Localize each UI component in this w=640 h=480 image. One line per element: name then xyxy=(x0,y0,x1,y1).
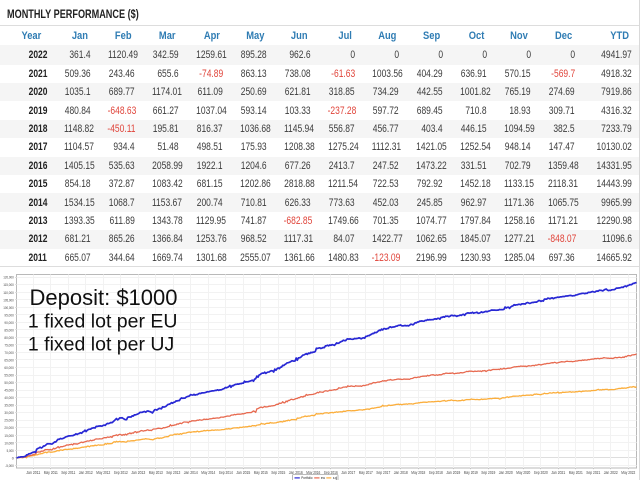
svg-text:115,000: 115,000 xyxy=(3,282,14,287)
svg-text:40,000: 40,000 xyxy=(4,395,14,400)
svg-text:May 2011: May 2011 xyxy=(44,470,59,475)
svg-text:80,000: 80,000 xyxy=(4,335,14,340)
svg-text:Sep 2014: Sep 2014 xyxy=(219,470,234,475)
svg-text:Sep 2021: Sep 2021 xyxy=(586,470,601,475)
svg-text:105,000: 105,000 xyxy=(3,297,14,302)
svg-text:Sep 2013: Sep 2013 xyxy=(166,470,181,475)
svg-text:15,000: 15,000 xyxy=(4,433,14,438)
svg-text:May 2015: May 2015 xyxy=(254,470,269,475)
svg-text:45,000: 45,000 xyxy=(4,388,14,393)
svg-text:110,000: 110,000 xyxy=(3,290,14,295)
svg-text:uj: uj xyxy=(333,476,337,480)
svg-text:Jan 2015: Jan 2015 xyxy=(236,470,251,475)
svg-text:Jan 2011: Jan 2011 xyxy=(26,470,41,475)
svg-text:May 2014: May 2014 xyxy=(201,470,216,475)
svg-text:20,000: 20,000 xyxy=(4,425,14,430)
svg-text:Jan 2018: Jan 2018 xyxy=(394,470,409,475)
svg-text:May 2016: May 2016 xyxy=(306,470,321,475)
svg-text:100,000: 100,000 xyxy=(3,305,14,310)
svg-text:Sep 2020: Sep 2020 xyxy=(534,470,549,475)
svg-text:120,000: 120,000 xyxy=(3,275,14,280)
svg-text:60,000: 60,000 xyxy=(4,365,14,370)
svg-text:1 fixed lot per EU: 1 fixed lot per EU xyxy=(28,311,178,333)
svg-text:1 fixed lot per UJ: 1 fixed lot per UJ xyxy=(28,334,174,356)
svg-text:85,000: 85,000 xyxy=(4,327,14,332)
svg-text:Jan 2012: Jan 2012 xyxy=(79,470,94,475)
svg-text:Deposit: $1000: Deposit: $1000 xyxy=(30,285,178,310)
svg-text:Jan 2020: Jan 2020 xyxy=(499,470,514,475)
svg-text:95,000: 95,000 xyxy=(4,312,14,317)
svg-text:Jan 2021: Jan 2021 xyxy=(551,470,566,475)
svg-text:30,000: 30,000 xyxy=(4,410,14,415)
svg-text:May 2022: May 2022 xyxy=(621,470,636,475)
svg-text:Portfolio: Portfolio xyxy=(301,476,312,480)
svg-text:May 2020: May 2020 xyxy=(516,470,531,475)
svg-text:5,000: 5,000 xyxy=(7,448,15,453)
svg-text:65,000: 65,000 xyxy=(4,358,14,363)
svg-text:Jan 2017: Jan 2017 xyxy=(341,470,356,475)
svg-text:May 2017: May 2017 xyxy=(359,470,374,475)
svg-text:eu: eu xyxy=(321,476,325,480)
svg-text:May 2021: May 2021 xyxy=(569,470,584,475)
svg-text:-5,000: -5,000 xyxy=(5,463,14,468)
svg-text:May 2013: May 2013 xyxy=(149,470,164,475)
svg-text:Sep 2018: Sep 2018 xyxy=(429,470,444,475)
svg-text:May 2019: May 2019 xyxy=(464,470,479,475)
svg-text:70,000: 70,000 xyxy=(4,350,14,355)
svg-text:Sep 2017: Sep 2017 xyxy=(376,470,391,475)
svg-text:55,000: 55,000 xyxy=(4,373,14,378)
svg-text:Sep 2016: Sep 2016 xyxy=(324,470,339,475)
svg-text:Jan 2022: Jan 2022 xyxy=(604,470,619,475)
svg-text:Jan 2014: Jan 2014 xyxy=(184,470,199,475)
svg-text:90,000: 90,000 xyxy=(4,320,14,325)
svg-text:May 2012: May 2012 xyxy=(96,470,111,475)
svg-text:Sep 2012: Sep 2012 xyxy=(114,470,129,475)
svg-text:Sep 2011: Sep 2011 xyxy=(61,470,76,475)
svg-text:25,000: 25,000 xyxy=(4,418,14,423)
svg-text:Jan 2016: Jan 2016 xyxy=(289,470,304,475)
svg-text:May 2018: May 2018 xyxy=(411,470,426,475)
svg-text:35,000: 35,000 xyxy=(4,403,14,408)
svg-text:0: 0 xyxy=(12,455,15,460)
svg-text:Sep 2019: Sep 2019 xyxy=(481,470,496,475)
svg-text:Jan 2013: Jan 2013 xyxy=(131,470,146,475)
svg-text:Jan 2019: Jan 2019 xyxy=(446,470,461,475)
svg-text:50,000: 50,000 xyxy=(4,380,14,385)
svg-text:10,000: 10,000 xyxy=(4,440,14,445)
svg-text:75,000: 75,000 xyxy=(4,342,14,347)
svg-text:Sep 2015: Sep 2015 xyxy=(271,470,286,475)
